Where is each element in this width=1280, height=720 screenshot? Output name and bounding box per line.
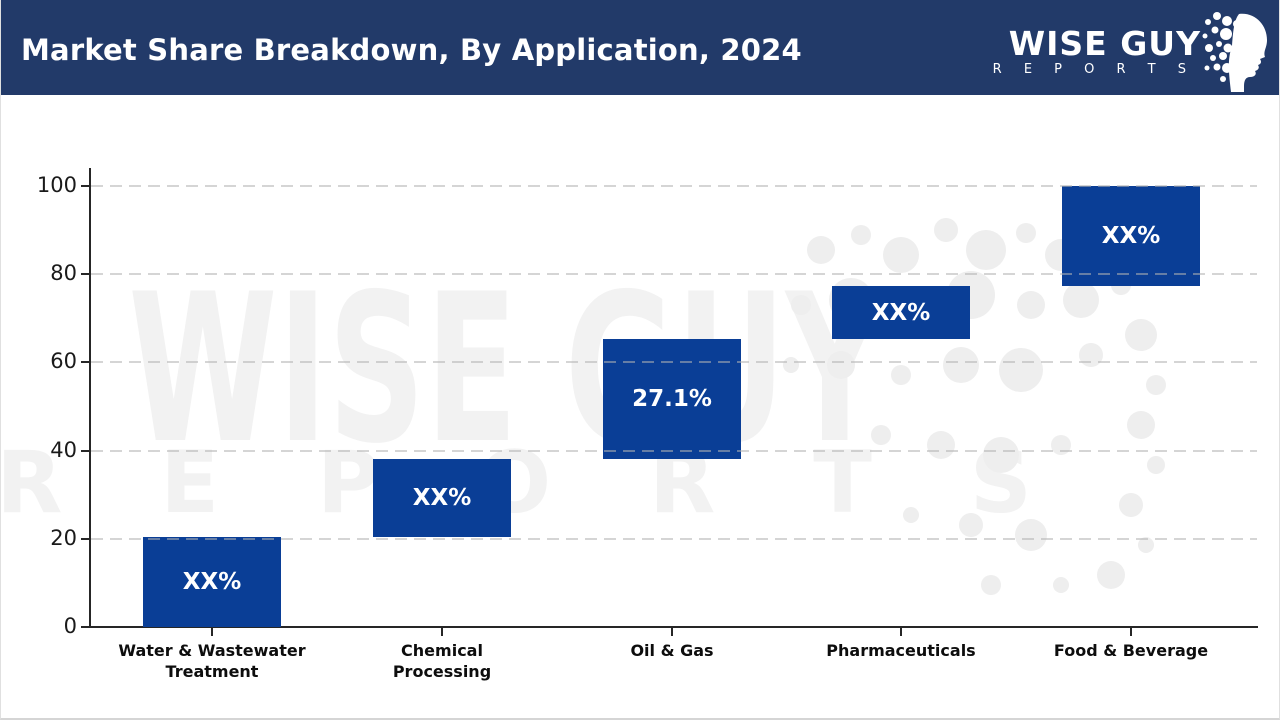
category-label: Water & Wastewater Treatment — [92, 640, 332, 682]
gridline — [91, 449, 1257, 452]
x-tick-mark — [900, 628, 902, 636]
category-label-line: Oil & Gas — [630, 641, 714, 660]
bar-segment: XX% — [373, 458, 511, 538]
gridline — [91, 537, 1257, 540]
logo-wordmark: WISE GUY — [1008, 24, 1201, 63]
x-tick-mark — [211, 628, 213, 636]
bar-value-label: XX% — [871, 299, 931, 326]
gridline — [91, 273, 1257, 276]
category-label: Food & Beverage — [1011, 640, 1251, 661]
header: Market Share Breakdown, By Application, … — [1, 0, 1279, 95]
logo: WISE GUY R E P O R T S — [993, 8, 1269, 92]
category-label-line: Water & Wastewater — [118, 641, 306, 660]
y-tick-label: 60 — [50, 349, 77, 374]
logo-face-dots-icon — [1202, 12, 1267, 92]
category-label-line: Chemical — [401, 641, 483, 660]
y-tick-mark — [81, 626, 89, 628]
category-label-line: Treatment — [165, 662, 259, 681]
category-label-line: Processing — [392, 662, 492, 681]
bar-segment: 27.1% — [603, 339, 741, 459]
bar-value-label: XX% — [182, 569, 242, 595]
category-label-line: Pharmaceuticals — [826, 641, 976, 660]
y-tick-label: 80 — [50, 261, 77, 286]
watermark-wordmark: WISE GUY — [128, 251, 884, 489]
y-tick-label: 40 — [50, 437, 77, 462]
category-label: Chemical Processing — [322, 640, 562, 682]
x-tick-mark — [671, 628, 673, 636]
category-label-line: Food & Beverage — [1053, 641, 1209, 660]
bar-value-label: XX% — [1101, 223, 1161, 250]
bar-segment: XX% — [143, 537, 281, 627]
y-tick-mark — [81, 185, 89, 187]
y-tick-mark — [81, 537, 89, 540]
bar-value-label: XX% — [412, 484, 472, 511]
y-tick-mark — [81, 449, 89, 452]
category-label: Oil & Gas — [552, 640, 792, 661]
gridline — [91, 185, 1257, 187]
x-tick-mark — [1130, 628, 1132, 636]
bar-value-label: 27.1% — [632, 386, 712, 413]
y-tick-mark — [81, 273, 89, 276]
watermark-subtext: R E P O R T S — [0, 433, 1066, 533]
category-label: Pharmaceuticals — [781, 640, 1021, 661]
gridline — [91, 361, 1257, 364]
y-tick-label: 100 — [36, 173, 77, 197]
bar-segment: XX% — [832, 286, 970, 340]
y-axis-line — [89, 168, 91, 628]
bar-segment: XX% — [1062, 186, 1200, 287]
y-tick-mark — [81, 361, 89, 364]
x-tick-mark — [441, 628, 443, 636]
page-title: Market Share Breakdown, By Application, … — [21, 33, 802, 67]
logo-subtext: R E P O R T S — [992, 62, 1195, 77]
y-tick-label: 0 — [63, 614, 77, 638]
x-axis-line — [89, 626, 1258, 628]
y-tick-label: 20 — [50, 525, 77, 550]
